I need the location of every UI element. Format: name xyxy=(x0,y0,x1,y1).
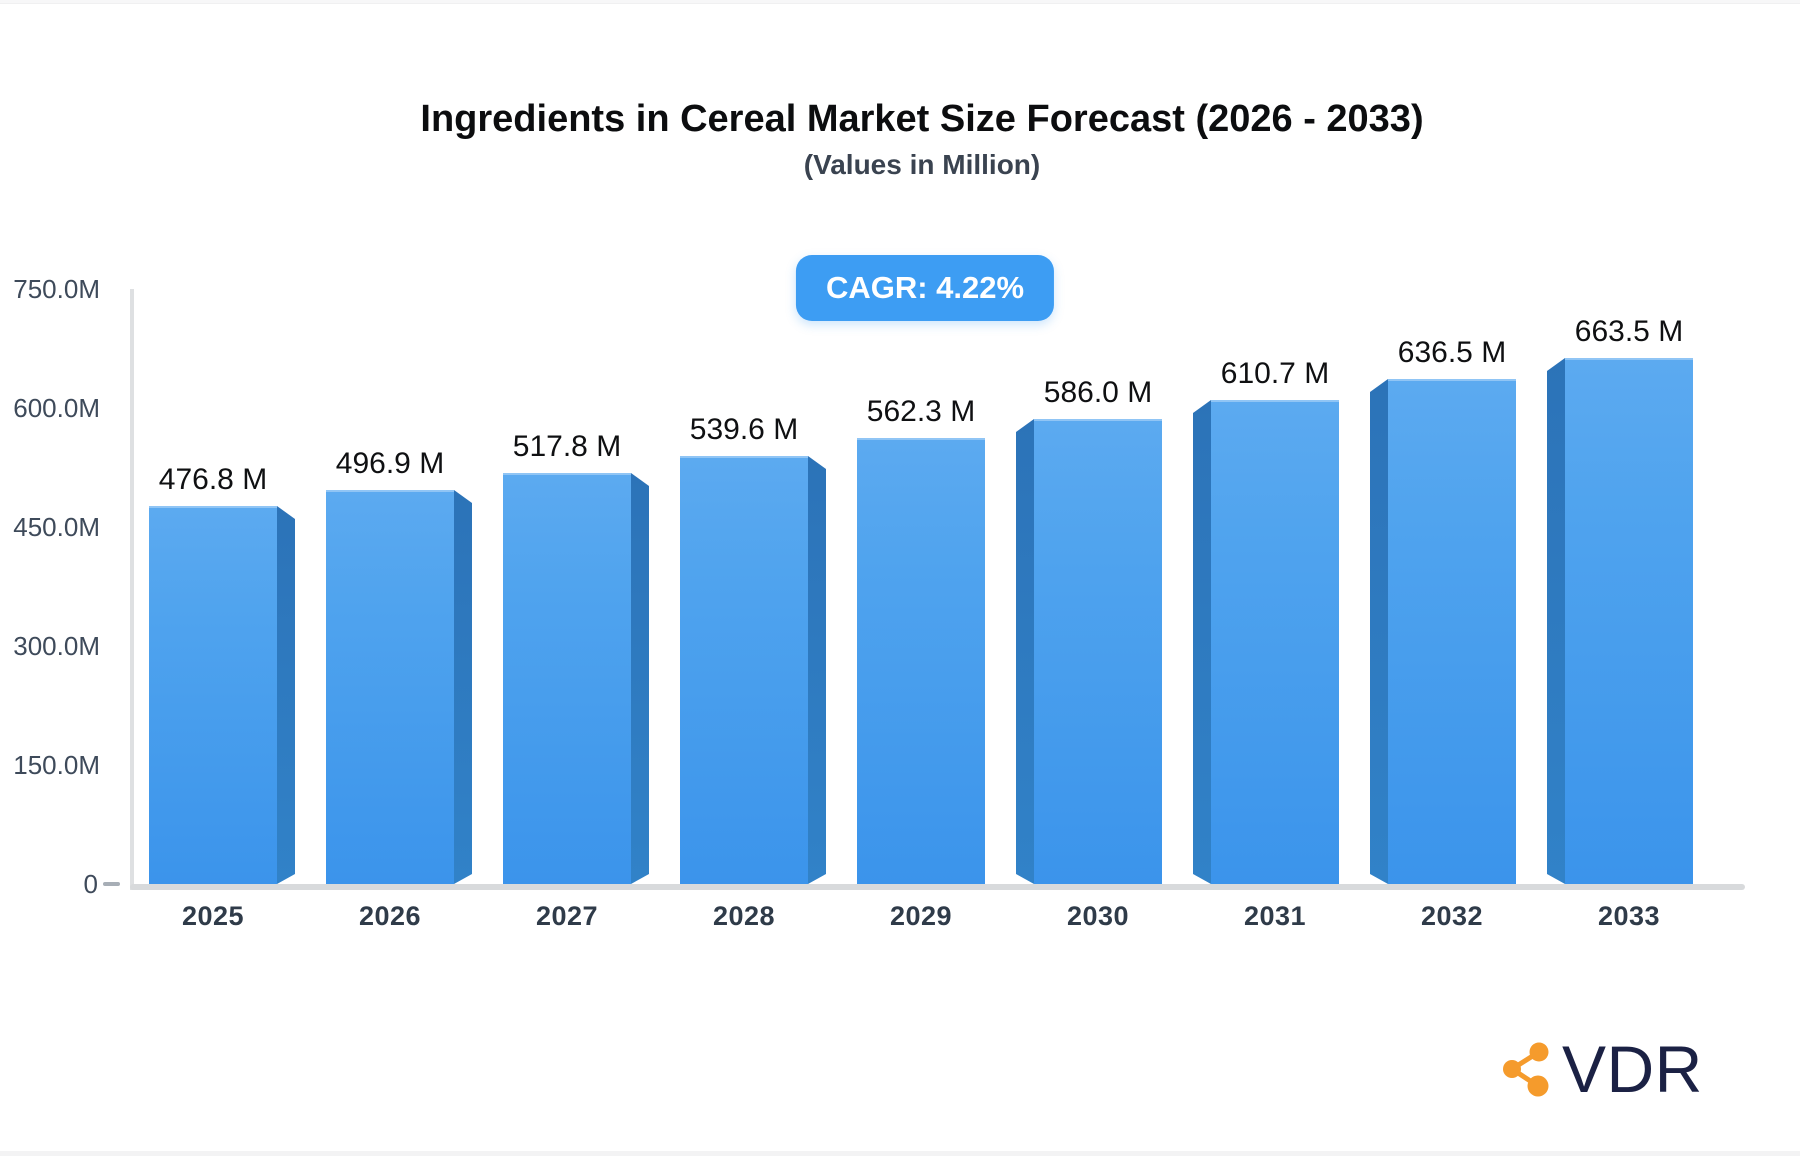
x-axis-label-2030: 2030 xyxy=(1066,901,1130,931)
bar-value-label: 636.5 M xyxy=(1397,336,1507,369)
chart-subtitle: (Values in Million) xyxy=(803,149,1041,180)
bar-value-label: 476.8 M xyxy=(158,463,268,496)
bar-side-face-2028 xyxy=(808,456,826,884)
bar-side-face-2027 xyxy=(631,473,649,884)
chart-title: Ingredients in Cereal Market Size Foreca… xyxy=(420,98,1424,140)
bar-side-face-2031 xyxy=(1193,400,1211,884)
y-axis-tick-label: 750.0M xyxy=(13,274,100,304)
bar-2028 xyxy=(680,456,808,884)
bar-2027 xyxy=(503,473,631,884)
bar-side-face-2032 xyxy=(1370,379,1388,884)
bar-2031 xyxy=(1211,400,1339,884)
x-axis-baseline xyxy=(130,884,1745,890)
x-axis-label-2031: 2031 xyxy=(1243,901,1307,931)
cagr-badge: CAGR: 4.22% xyxy=(795,255,1055,321)
y-axis-tick-label: 450.0M xyxy=(13,512,100,542)
bar-value-label: 586.0 M xyxy=(1043,376,1153,409)
bar-side-face-2030 xyxy=(1016,419,1034,884)
bar-value-label: 610.7 M xyxy=(1220,357,1330,390)
zero-tick-dash xyxy=(103,882,120,886)
x-axis-label-2029: 2029 xyxy=(889,901,953,931)
vdr-logo: VDR xyxy=(1500,1036,1703,1102)
bar-value-label: 496.9 M xyxy=(335,447,445,480)
y-axis-tick-label: 600.0M xyxy=(13,393,100,423)
bar-2033 xyxy=(1565,358,1693,884)
x-axis-label-2027: 2027 xyxy=(535,901,599,931)
share-network-icon xyxy=(1503,1042,1549,1097)
bar-value-label: 663.5 M xyxy=(1574,315,1684,348)
x-axis-label-2026: 2026 xyxy=(358,901,422,931)
bottom-edge-divider xyxy=(0,1151,1800,1156)
x-axis-label-2033: 2033 xyxy=(1597,901,1661,931)
x-axis-label-2028: 2028 xyxy=(712,901,776,931)
bar-2032 xyxy=(1388,379,1516,884)
bar-value-label: 562.3 M xyxy=(866,395,976,428)
bar-2030 xyxy=(1034,419,1162,884)
vdr-logo-text: VDR xyxy=(1562,1032,1703,1106)
y-axis-tick-label: 300.0M xyxy=(13,631,100,661)
bar-side-face-2025 xyxy=(277,506,295,884)
bar-side-face-2026 xyxy=(454,490,472,884)
x-axis-label-2025: 2025 xyxy=(181,901,245,931)
bar-2029 xyxy=(857,438,985,884)
top-edge-divider xyxy=(0,0,1800,4)
bar-value-label: 539.6 M xyxy=(689,413,799,446)
y-axis-line xyxy=(130,289,134,890)
bar-side-face-2033 xyxy=(1547,358,1565,884)
bar-value-label: 517.8 M xyxy=(512,430,622,463)
x-axis-label-2032: 2032 xyxy=(1420,901,1484,931)
y-axis-tick-label: 150.0M xyxy=(13,750,100,780)
bar-2026 xyxy=(326,490,454,884)
y-axis-zero-label: 0 xyxy=(83,869,98,899)
bar-2025 xyxy=(149,506,277,884)
